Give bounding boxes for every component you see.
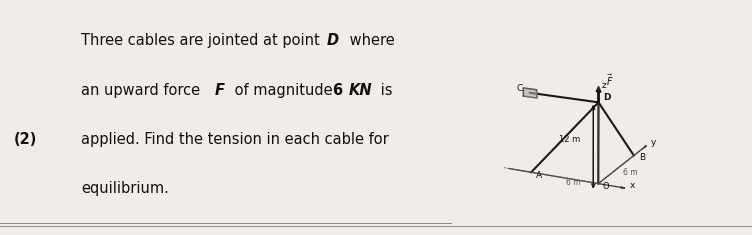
Text: an upward force: an upward force [81, 82, 205, 98]
Text: Three cables are jointed at point: Three cables are jointed at point [81, 34, 325, 48]
Text: equilibrium.: equilibrium. [81, 181, 169, 196]
Text: of magnitude: of magnitude [230, 82, 338, 98]
Text: applied. Find the tension in each cable for: applied. Find the tension in each cable … [81, 132, 389, 147]
Text: KN: KN [349, 82, 372, 98]
Text: is: is [376, 82, 393, 98]
Text: (2): (2) [14, 132, 37, 147]
Text: 6: 6 [333, 82, 348, 98]
Text: where: where [345, 34, 395, 48]
Text: F: F [214, 82, 224, 98]
Text: D: D [327, 34, 339, 48]
